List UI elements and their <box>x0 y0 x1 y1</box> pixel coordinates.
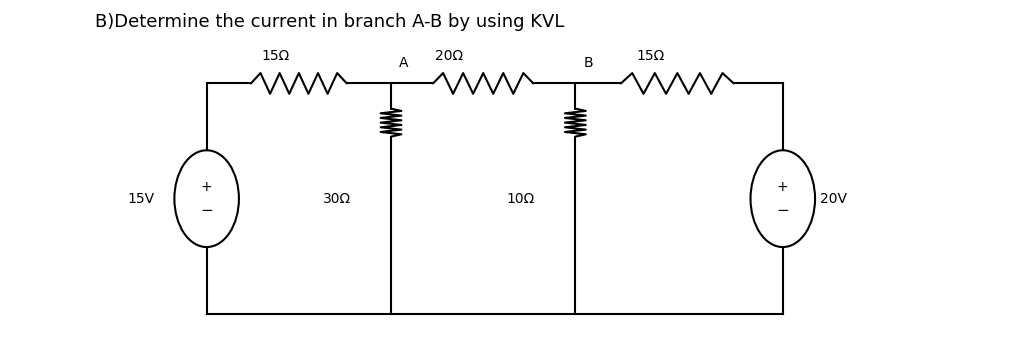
Text: 15Ω: 15Ω <box>636 49 665 63</box>
Text: +: + <box>201 180 212 194</box>
Text: 15Ω: 15Ω <box>262 49 290 63</box>
Ellipse shape <box>751 150 815 247</box>
Text: −: − <box>201 203 213 218</box>
Text: −: − <box>776 203 790 218</box>
Ellipse shape <box>174 150 239 247</box>
Text: B: B <box>584 56 593 70</box>
Text: 20Ω: 20Ω <box>434 49 463 63</box>
Text: 10Ω: 10Ω <box>507 192 536 206</box>
Text: 20V: 20V <box>819 192 847 206</box>
Text: +: + <box>777 180 788 194</box>
Text: 30Ω: 30Ω <box>323 192 350 206</box>
Text: 15V: 15V <box>128 192 155 206</box>
Text: A: A <box>399 56 409 70</box>
Text: B)Determine the current in branch A-B by using KVL: B)Determine the current in branch A-B by… <box>95 13 564 31</box>
